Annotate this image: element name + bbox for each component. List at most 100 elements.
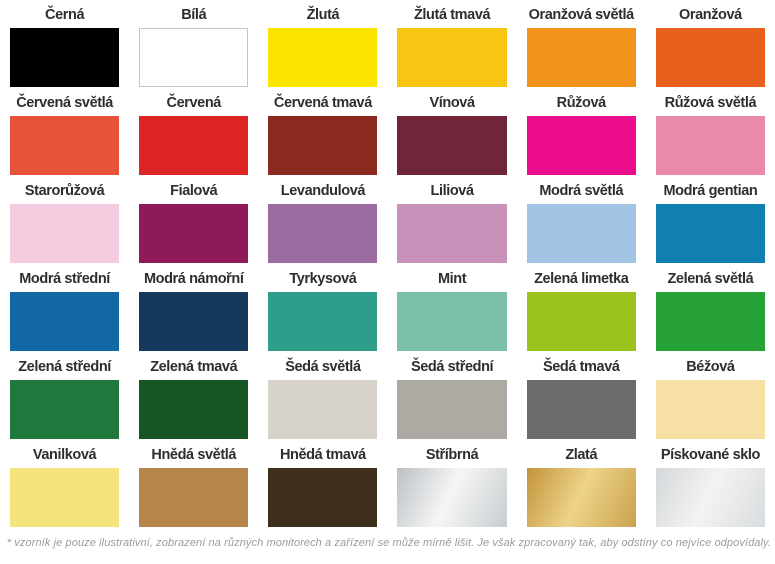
color-swatch	[397, 380, 507, 439]
color-swatch	[655, 380, 765, 439]
color-swatch-cell: Bílá	[139, 4, 249, 87]
swatch-label: Béžová	[686, 359, 735, 375]
swatch-label: Šedá střední	[410, 359, 494, 375]
swatch-label: Červená	[166, 95, 222, 111]
color-swatch	[139, 292, 249, 351]
swatch-label: Modrá námořní	[143, 271, 244, 287]
swatch-label: Zelená tmavá	[150, 359, 238, 375]
color-swatch-cell: Růžová	[526, 92, 636, 175]
color-swatch-cell: Žlutá tmavá	[397, 4, 507, 87]
color-swatch	[397, 204, 507, 263]
swatch-label: Fialová	[170, 183, 218, 199]
swatch-label: Růžová světlá	[664, 95, 757, 111]
swatch-label: Oranžová	[678, 7, 742, 23]
color-swatch	[397, 292, 507, 351]
swatch-label: Žlutá tmavá	[413, 7, 491, 23]
color-swatch-cell: Starorůžová	[10, 180, 120, 263]
color-swatch	[139, 204, 249, 263]
color-swatch	[655, 116, 765, 175]
color-swatch	[10, 28, 120, 87]
swatch-label: Bílá	[181, 7, 207, 23]
color-swatch-cell: Zlatá	[526, 444, 636, 527]
swatch-label: Zelená střední	[18, 359, 111, 375]
swatch-label: Modrá světlá	[539, 183, 624, 199]
disclaimer-note: * vzorník je pouze ilustrativní, zobraze…	[6, 537, 771, 549]
color-swatch	[268, 380, 378, 439]
color-swatch	[655, 28, 765, 87]
color-swatch-cell: Červená světlá	[10, 92, 120, 175]
color-swatch	[397, 116, 507, 175]
color-swatch	[397, 468, 507, 527]
color-swatch	[139, 380, 249, 439]
color-swatch-cell: Vanilková	[10, 444, 120, 527]
color-swatch-cell: Oranžová	[655, 4, 765, 87]
swatch-label: Modrá gentian	[663, 183, 758, 199]
color-swatch-cell: Šedá světlá	[268, 356, 378, 439]
swatch-label: Mint	[437, 271, 467, 287]
color-swatch	[268, 468, 378, 527]
color-swatch-cell: Stříbrná	[397, 444, 507, 527]
swatch-label: Stříbrná	[425, 447, 479, 463]
color-swatch-cell: Modrá námořní	[139, 268, 249, 351]
color-swatch-cell: Zelená světlá	[655, 268, 765, 351]
color-swatch	[10, 292, 120, 351]
color-swatch-cell: Zelená střední	[10, 356, 120, 439]
swatch-label: Liliová	[430, 183, 475, 199]
color-swatch-cell: Hnědá světlá	[139, 444, 249, 527]
color-swatch-cell: Tyrkysová	[268, 268, 378, 351]
swatch-label: Žlutá	[306, 7, 340, 23]
color-swatch-cell: Liliová	[397, 180, 507, 263]
color-swatch-cell: Modrá světlá	[526, 180, 636, 263]
color-swatch	[655, 468, 765, 527]
swatch-label: Zelená limetka	[534, 271, 629, 287]
color-swatch	[10, 468, 120, 527]
color-swatch	[268, 292, 378, 351]
color-swatch	[268, 116, 378, 175]
swatch-label: Růžová	[556, 95, 607, 111]
swatch-label: Levandulová	[280, 183, 366, 199]
color-swatch	[526, 468, 636, 527]
color-swatch-cell: Černá	[10, 4, 120, 87]
color-swatch-cell: Béžová	[655, 356, 765, 439]
color-swatch-cell: Zelená tmavá	[139, 356, 249, 439]
color-palette-grid: Černá Bílá Žlutá Žlutá tmavá Oranžová sv…	[10, 4, 765, 527]
color-swatch	[526, 116, 636, 175]
swatch-label: Vínová	[429, 95, 475, 111]
swatch-label: Šedá světlá	[285, 359, 361, 375]
color-swatch-cell: Šedá tmavá	[526, 356, 636, 439]
color-swatch-cell: Fialová	[139, 180, 249, 263]
color-swatch	[397, 28, 507, 87]
color-swatch	[526, 380, 636, 439]
color-swatch-cell: Pískované sklo	[655, 444, 765, 527]
color-swatch	[139, 28, 249, 87]
color-swatch-cell: Šedá střední	[397, 356, 507, 439]
color-swatch	[10, 380, 120, 439]
color-swatch-cell: Zelená limetka	[526, 268, 636, 351]
color-swatch-cell: Hnědá tmavá	[268, 444, 378, 527]
swatch-label: Šedá tmavá	[542, 359, 620, 375]
color-swatch	[655, 292, 765, 351]
swatch-label: Zelená světlá	[667, 271, 754, 287]
swatch-label: Vanilková	[32, 447, 97, 463]
color-swatch-cell: Červená	[139, 92, 249, 175]
swatch-label: Starorůžová	[24, 183, 105, 199]
color-swatch	[268, 204, 378, 263]
color-swatch	[526, 28, 636, 87]
color-swatch	[10, 116, 120, 175]
swatch-label: Černá	[45, 7, 85, 23]
swatch-label: Oranžová světlá	[528, 7, 635, 23]
color-swatch-cell: Levandulová	[268, 180, 378, 263]
color-swatch	[139, 116, 249, 175]
color-swatch-cell: Mint	[397, 268, 507, 351]
color-swatch	[526, 292, 636, 351]
color-swatch-cell: Červená tmavá	[268, 92, 378, 175]
swatch-label: Hnědá tmavá	[279, 447, 366, 463]
color-swatch	[139, 468, 249, 527]
color-swatch-cell: Modrá střední	[10, 268, 120, 351]
color-swatch-cell: Modrá gentian	[655, 180, 765, 263]
swatch-label: Červená tmavá	[273, 95, 372, 111]
swatch-label: Hnědá světlá	[151, 447, 237, 463]
swatch-label: Zlatá	[565, 447, 598, 463]
color-swatch	[268, 28, 378, 87]
color-swatch-cell: Oranžová světlá	[526, 4, 636, 87]
